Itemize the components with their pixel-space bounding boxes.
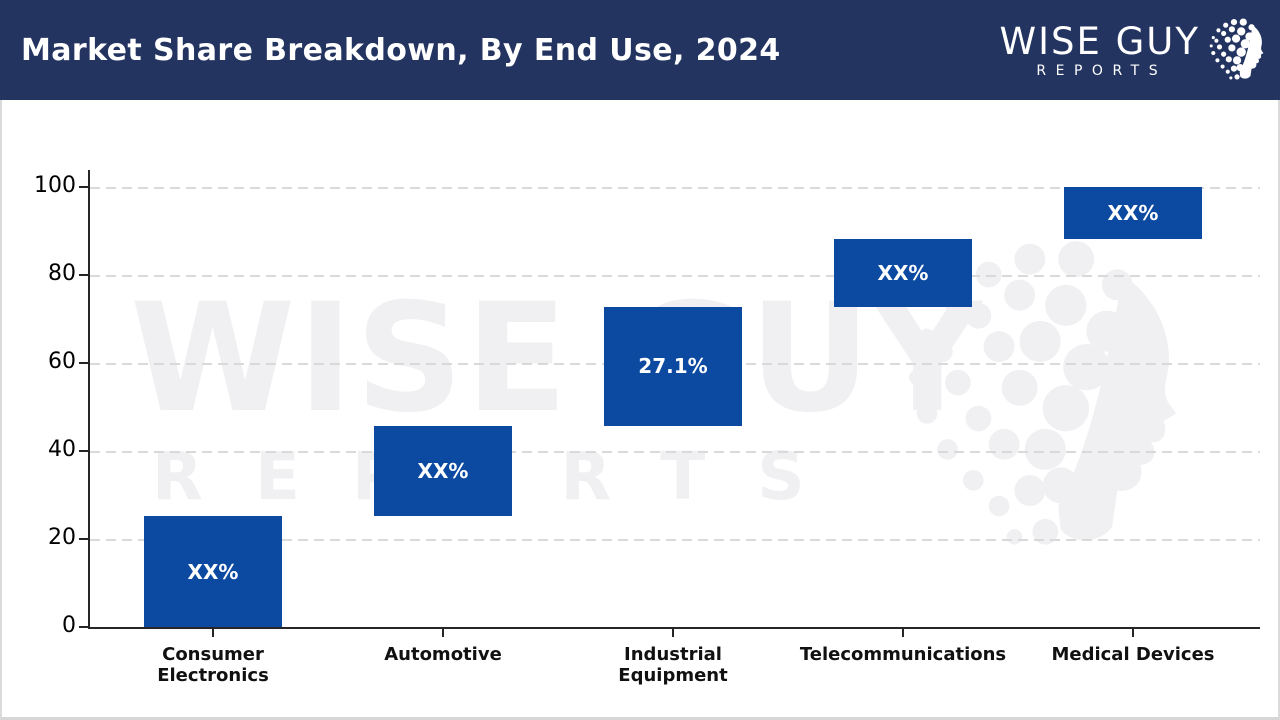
bar-telecommunications: XX% bbox=[834, 238, 972, 307]
y-tick-label-0: 0 bbox=[62, 613, 76, 638]
brand-logo: WISE GUY REPORTS bbox=[1000, 10, 1266, 90]
gridline-100 bbox=[90, 187, 1260, 189]
y-tick-label-20: 20 bbox=[48, 525, 76, 550]
chart-title: Market Share Breakdown, By End Use, 2024 bbox=[21, 32, 781, 68]
x-tick-label-line: Automotive bbox=[384, 644, 502, 665]
bar-industrial-equipment: 27.1% bbox=[604, 306, 742, 426]
chart-plot-area: WISE GUY REPORTS 020406080100XX%Consumer… bbox=[0, 100, 1280, 720]
bar-value-label: XX% bbox=[417, 459, 469, 483]
brand-reports-label: REPORTS bbox=[1036, 62, 1168, 79]
bar-automotive: XX% bbox=[374, 425, 512, 517]
x-tick-label-line: Telecommunications bbox=[799, 644, 1007, 665]
bar-value-label: XX% bbox=[877, 260, 929, 285]
brand-name-label: WISE GUY bbox=[999, 19, 1200, 63]
header-bar: Market Share Breakdown, By End Use, 2024… bbox=[0, 0, 1280, 100]
x-tick-mark-4 bbox=[1132, 629, 1134, 637]
bar-medical-devices: XX% bbox=[1064, 187, 1202, 239]
x-tick-label-line: Consumer bbox=[162, 644, 264, 665]
x-tick-mark-0 bbox=[212, 629, 214, 637]
y-tick-label-60: 60 bbox=[48, 349, 76, 374]
brand-head-icon bbox=[1209, 18, 1264, 80]
x-axis-line bbox=[88, 627, 1260, 629]
bar-value-label: XX% bbox=[1107, 200, 1159, 225]
x-tick-label-line: Industrial bbox=[624, 644, 722, 665]
y-tick-mark-40 bbox=[79, 450, 88, 452]
gridline-40 bbox=[90, 451, 1260, 453]
y-tick-label-40: 40 bbox=[48, 437, 76, 462]
x-tick-label-line: Electronics bbox=[157, 665, 269, 686]
y-tick-mark-100 bbox=[79, 186, 88, 188]
bar-value-label: XX% bbox=[187, 559, 239, 584]
x-tick-label-line: Medical Devices bbox=[1051, 644, 1215, 665]
y-axis-line bbox=[88, 170, 90, 629]
gridline-20 bbox=[90, 539, 1260, 541]
x-tick-label-line: Equipment bbox=[618, 665, 728, 686]
y-tick-mark-0 bbox=[79, 626, 88, 628]
y-tick-mark-60 bbox=[79, 362, 88, 364]
gridline-80 bbox=[90, 275, 1260, 277]
y-tick-mark-20 bbox=[79, 538, 88, 540]
x-tick-mark-3 bbox=[902, 629, 904, 637]
bar-value-label: 27.1% bbox=[638, 354, 708, 379]
x-tick-label-2: Industrial Equipment bbox=[558, 644, 788, 686]
x-tick-label-3: Telecommunications bbox=[788, 644, 1018, 665]
brand-logo-text: WISE GUY REPORTS bbox=[1000, 23, 1200, 78]
y-tick-mark-80 bbox=[79, 274, 88, 276]
x-tick-label-4: Medical Devices bbox=[1018, 644, 1248, 665]
bar-consumer-electronics: XX% bbox=[144, 516, 282, 627]
x-tick-label-0: Consumer Electronics bbox=[98, 644, 328, 686]
y-tick-label-100: 100 bbox=[34, 173, 76, 198]
y-tick-label-80: 80 bbox=[48, 261, 76, 286]
x-tick-label-1: Automotive bbox=[328, 644, 558, 665]
x-tick-mark-1 bbox=[442, 629, 444, 637]
x-tick-mark-2 bbox=[672, 629, 674, 637]
